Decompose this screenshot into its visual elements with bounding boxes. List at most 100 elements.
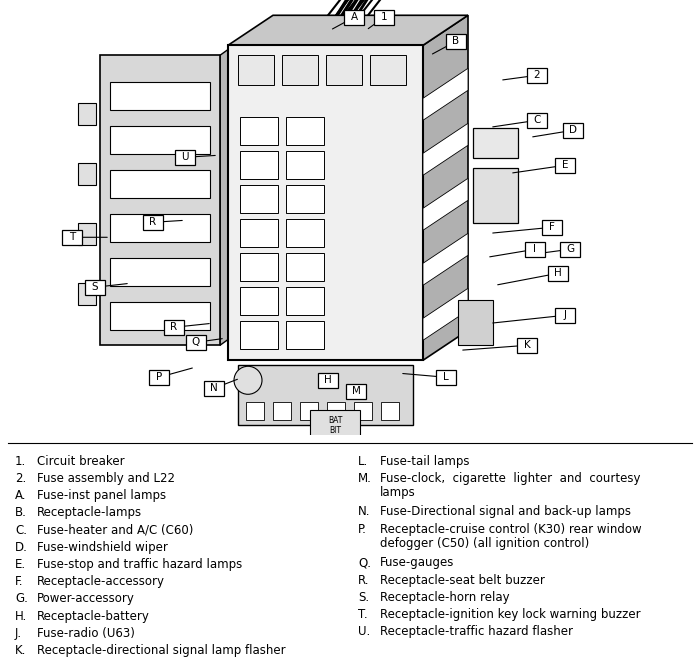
Bar bbox=[78, 283, 96, 305]
Text: H.: H. bbox=[15, 610, 27, 622]
Text: M.: M. bbox=[358, 472, 372, 485]
Bar bbox=[527, 113, 547, 128]
Text: Power-accessory: Power-accessory bbox=[37, 593, 135, 605]
Text: A.: A. bbox=[15, 489, 27, 502]
Bar bbox=[204, 381, 224, 396]
Bar bbox=[446, 34, 466, 49]
Text: S.: S. bbox=[358, 591, 369, 604]
Text: defogger (C50) (all ignition control): defogger (C50) (all ignition control) bbox=[380, 537, 589, 551]
Bar bbox=[563, 123, 583, 138]
Text: B.: B. bbox=[15, 506, 27, 519]
Bar bbox=[326, 55, 362, 85]
Bar bbox=[300, 402, 318, 420]
Bar bbox=[327, 402, 345, 420]
Text: Fuse assembly and L22: Fuse assembly and L22 bbox=[37, 472, 175, 485]
Bar bbox=[542, 220, 562, 235]
Text: Receptacle-cruise control (K30) rear window: Receptacle-cruise control (K30) rear win… bbox=[380, 523, 642, 536]
Text: 1.: 1. bbox=[15, 455, 27, 467]
Bar bbox=[560, 242, 580, 257]
Bar bbox=[240, 186, 278, 213]
Bar bbox=[186, 334, 206, 350]
Text: D.: D. bbox=[15, 541, 28, 554]
Bar bbox=[110, 170, 210, 198]
Bar bbox=[100, 55, 220, 345]
Bar bbox=[246, 402, 264, 420]
Text: Receptacle-ignition key lock warning buzzer: Receptacle-ignition key lock warning buz… bbox=[380, 608, 640, 621]
Text: H: H bbox=[554, 268, 562, 278]
Bar bbox=[473, 168, 518, 223]
Text: G: G bbox=[566, 244, 574, 254]
Polygon shape bbox=[423, 178, 468, 230]
Text: J: J bbox=[564, 311, 566, 321]
Text: Receptacle-traffic hazard flasher: Receptacle-traffic hazard flasher bbox=[380, 625, 573, 638]
Bar bbox=[282, 55, 318, 85]
Bar bbox=[374, 10, 394, 25]
Bar bbox=[344, 10, 364, 25]
Bar bbox=[110, 303, 210, 331]
Bar bbox=[381, 402, 399, 420]
Text: Fuse-clock,  cigarette  lighter  and  courtesy: Fuse-clock, cigarette lighter and courte… bbox=[380, 472, 640, 485]
Bar bbox=[346, 384, 366, 399]
Text: F.: F. bbox=[15, 575, 24, 589]
Text: Receptacle-horn relay: Receptacle-horn relay bbox=[380, 591, 510, 604]
Polygon shape bbox=[220, 37, 245, 345]
Text: Fuse-inst panel lamps: Fuse-inst panel lamps bbox=[37, 489, 166, 502]
Bar bbox=[286, 186, 324, 213]
Bar bbox=[517, 338, 537, 353]
Text: T: T bbox=[69, 232, 75, 242]
Text: Q.: Q. bbox=[358, 557, 371, 569]
Text: R: R bbox=[149, 217, 157, 227]
Bar bbox=[143, 215, 163, 230]
Bar bbox=[436, 370, 456, 385]
Bar bbox=[110, 258, 210, 287]
Bar bbox=[62, 230, 82, 245]
Polygon shape bbox=[228, 15, 468, 45]
Text: A: A bbox=[351, 12, 358, 23]
Text: E.: E. bbox=[15, 558, 26, 571]
Bar bbox=[110, 214, 210, 242]
Bar bbox=[240, 219, 278, 247]
Text: D: D bbox=[569, 125, 577, 135]
Text: R.: R. bbox=[358, 573, 370, 587]
Text: lamps: lamps bbox=[380, 487, 416, 499]
Bar bbox=[370, 55, 406, 85]
Bar bbox=[240, 117, 278, 145]
Text: P.: P. bbox=[358, 523, 367, 536]
Bar bbox=[555, 158, 575, 173]
Text: E: E bbox=[561, 160, 568, 170]
Text: B: B bbox=[452, 37, 460, 47]
Text: Circuit breaker: Circuit breaker bbox=[37, 455, 125, 467]
Bar bbox=[525, 242, 545, 257]
Text: C: C bbox=[533, 115, 540, 125]
Text: K.: K. bbox=[15, 644, 27, 657]
Text: T.: T. bbox=[358, 608, 368, 621]
Text: I: I bbox=[533, 244, 536, 254]
Text: Receptacle-lamps: Receptacle-lamps bbox=[37, 506, 142, 519]
Text: M: M bbox=[351, 386, 360, 396]
Bar bbox=[286, 219, 324, 247]
Bar bbox=[240, 253, 278, 281]
Text: U.: U. bbox=[358, 625, 370, 638]
Text: N.: N. bbox=[358, 505, 370, 519]
Bar bbox=[473, 128, 518, 158]
Bar bbox=[286, 117, 324, 145]
Text: Fuse-tail lamps: Fuse-tail lamps bbox=[380, 455, 470, 467]
Bar bbox=[286, 287, 324, 315]
Text: Fuse-windshield wiper: Fuse-windshield wiper bbox=[37, 541, 168, 554]
Bar bbox=[238, 365, 413, 426]
Text: BAT
BIT: BAT BIT bbox=[328, 416, 342, 435]
Bar bbox=[286, 152, 324, 180]
Text: Fuse-Directional signal and back-up lamps: Fuse-Directional signal and back-up lamp… bbox=[380, 505, 631, 519]
Bar bbox=[527, 68, 547, 82]
Text: P: P bbox=[156, 372, 162, 382]
Text: H: H bbox=[324, 375, 332, 385]
Polygon shape bbox=[423, 68, 468, 120]
Text: Fuse-stop and traffic hazard lamps: Fuse-stop and traffic hazard lamps bbox=[37, 558, 242, 571]
Bar bbox=[228, 45, 423, 360]
Bar bbox=[110, 82, 210, 110]
Text: Receptacle-battery: Receptacle-battery bbox=[37, 610, 150, 622]
Bar bbox=[458, 301, 493, 345]
Text: Fuse-radio (U63): Fuse-radio (U63) bbox=[37, 627, 135, 640]
Text: 2: 2 bbox=[533, 70, 540, 80]
Bar bbox=[310, 410, 360, 440]
